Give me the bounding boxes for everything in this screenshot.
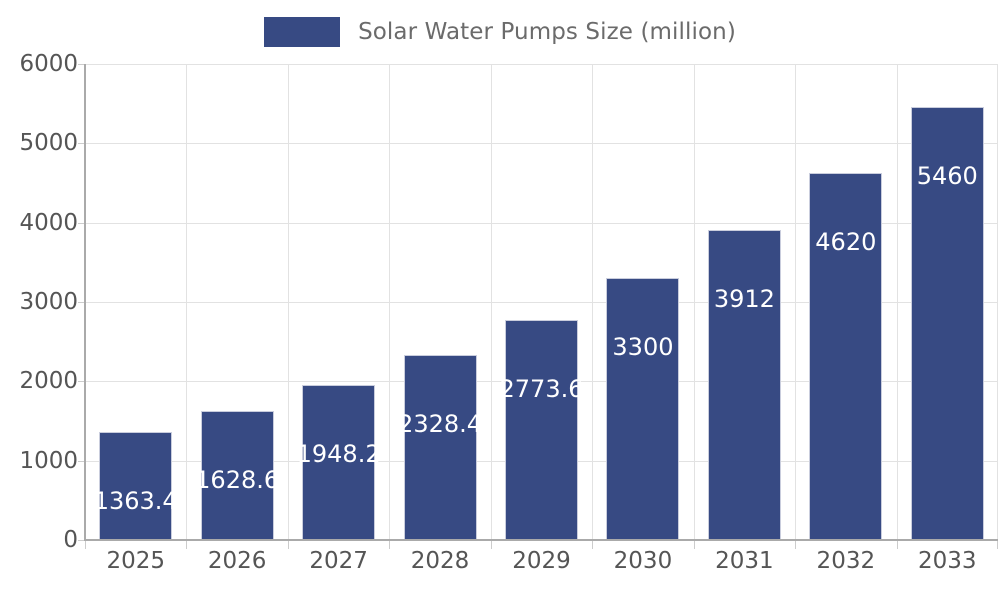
bar[interactable] xyxy=(302,385,376,540)
x-tick-label: 2032 xyxy=(816,548,876,574)
x-tick-mark xyxy=(186,541,188,549)
plot-area: 1363.4 1628.6 1948.2 2328.4 2773.6 3300 3912 46… xyxy=(85,64,998,541)
x-tick-label: 2026 xyxy=(207,548,267,574)
legend-swatch-icon xyxy=(264,17,341,47)
y-tick-mark xyxy=(78,540,85,541)
x-tick-mark xyxy=(997,541,998,549)
y-tick-mark xyxy=(78,64,85,65)
y-tick-mark xyxy=(78,222,85,224)
x-axis-labels: 2025 2026 2027 2028 2029 2030 2031 2032 2033 xyxy=(85,548,998,588)
gridline-vertical xyxy=(186,64,188,540)
bar[interactable] xyxy=(403,355,477,540)
bar[interactable] xyxy=(910,106,984,540)
y-tick-mark xyxy=(78,143,85,145)
gridline-vertical xyxy=(997,64,998,540)
bar[interactable] xyxy=(606,278,680,540)
gridline-horizontal xyxy=(85,302,998,303)
gridline-vertical xyxy=(389,64,391,540)
x-tick-mark xyxy=(490,541,492,549)
y-tick-label: 1000 xyxy=(19,447,78,474)
x-tick-label: 2030 xyxy=(613,548,673,574)
gridline-vertical xyxy=(592,64,594,540)
y-tick-label: 2000 xyxy=(19,368,78,395)
bar[interactable] xyxy=(200,410,274,540)
x-tick-label: 2029 xyxy=(512,548,571,574)
y-tick-label: 4000 xyxy=(19,209,78,236)
x-tick-label: 2025 xyxy=(106,548,165,574)
bar[interactable] xyxy=(809,173,883,540)
x-tick-mark xyxy=(389,541,391,549)
y-tick-label: 5000 xyxy=(19,130,78,157)
gridline-horizontal xyxy=(85,143,998,145)
gridline-horizontal xyxy=(85,64,998,65)
x-tick-mark xyxy=(896,541,898,549)
x-axis-spine xyxy=(85,539,998,541)
gridline-vertical xyxy=(896,64,898,540)
gridline-vertical xyxy=(795,64,797,540)
x-tick-label: 2027 xyxy=(309,548,368,574)
x-tick-label: 2028 xyxy=(410,548,470,574)
x-tick-mark xyxy=(287,541,289,549)
x-tick-label: 2033 xyxy=(917,548,977,574)
y-tick-mark xyxy=(78,460,85,462)
gridline-vertical xyxy=(287,64,289,540)
gridline-horizontal xyxy=(85,222,998,224)
bar[interactable] xyxy=(707,229,781,540)
gridline-vertical xyxy=(490,64,492,540)
gridline-vertical xyxy=(693,64,695,540)
bar[interactable] xyxy=(504,319,578,540)
bar[interactable] xyxy=(99,431,173,540)
y-tick-mark xyxy=(78,302,85,303)
x-tick-label: 2031 xyxy=(715,548,774,574)
y-tick-label: 0 xyxy=(63,527,78,553)
y-axis-labels: 0 1000 2000 3000 4000 5000 6000 xyxy=(0,51,85,553)
y-tick-mark xyxy=(78,381,85,383)
y-tick-label: 3000 xyxy=(19,289,78,315)
y-axis-spine xyxy=(84,64,86,541)
y-tick-label: 6000 xyxy=(19,51,78,77)
x-tick-mark xyxy=(85,541,86,549)
x-tick-mark xyxy=(693,541,695,549)
chart-legend: Solar Water Pumps Size (million) xyxy=(0,10,1000,54)
legend-label: Solar Water Pumps Size (million) xyxy=(358,19,736,45)
x-tick-mark xyxy=(795,541,797,549)
x-tick-mark xyxy=(592,541,594,549)
